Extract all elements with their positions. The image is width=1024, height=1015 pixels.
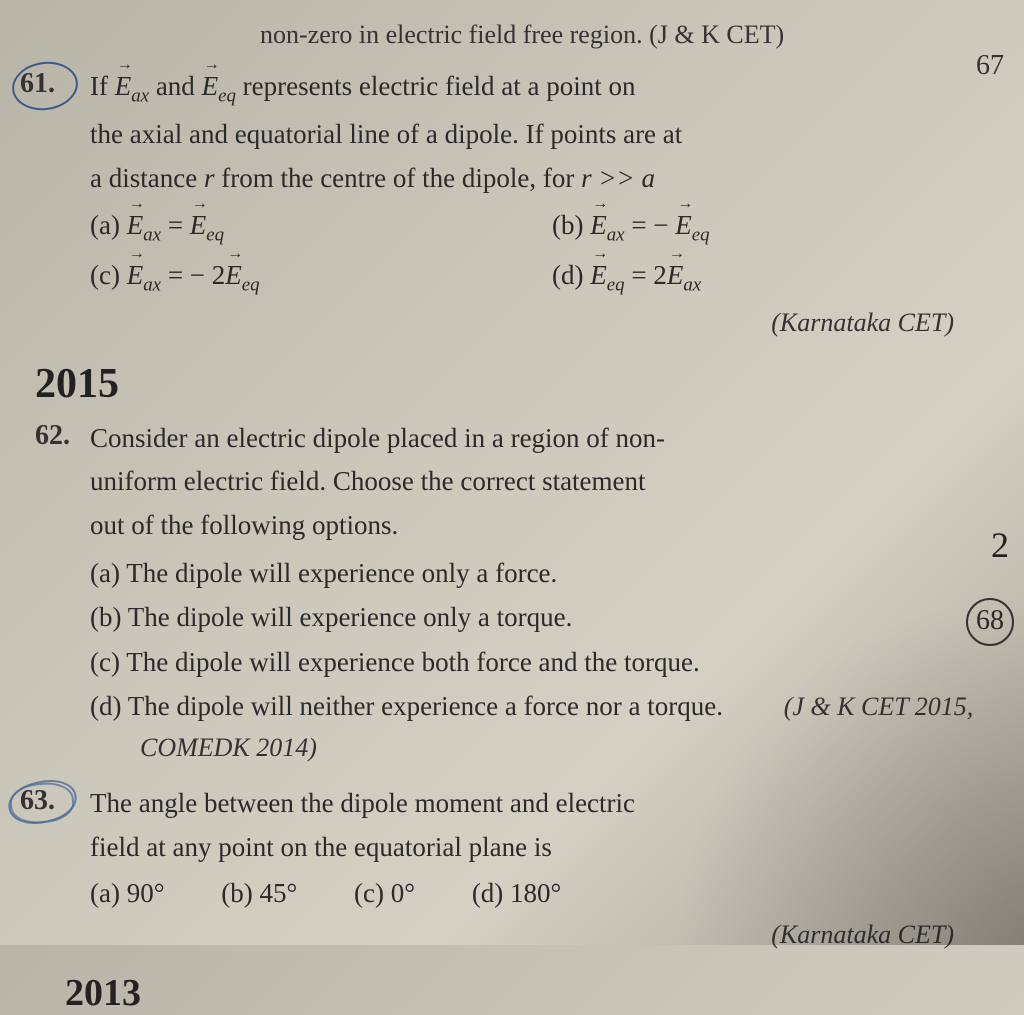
q63-line2: field at any point on the equatorial pla… (90, 829, 974, 867)
q63-option-a: (a) 90° (90, 875, 165, 913)
q63-line1: The angle between the dipole moment and … (90, 785, 974, 823)
q61-option-a: (a) Eax = Eeq (90, 207, 512, 249)
vector-E-ax: E (115, 68, 132, 106)
question-63: 63. The angle between the dipole moment … (90, 785, 974, 953)
question-62-body: Consider an electric dipole placed in a … (90, 420, 974, 768)
q62-option-d: (d) The dipole will neither experience a… (90, 686, 974, 767)
question-63-body: The angle between the dipole moment and … (90, 785, 974, 953)
margin-number-68: 68 (966, 598, 1014, 646)
question-number-61: 61. (20, 68, 55, 100)
margin-number-2: 2 (991, 520, 1009, 570)
q62-line2: uniform electric field. Choose the corre… (90, 463, 974, 501)
q61-source: (Karnataka CET) (90, 305, 974, 341)
partial-text-bottom: 2013 (65, 971, 974, 1015)
question-61-body: If Eax and Eeq represents electric field… (90, 68, 974, 342)
question-number-63: 63. (20, 785, 55, 817)
q61-line3: a distance r from the centre of the dipo… (90, 160, 974, 198)
partial-text-top: non-zero in electric field free region. … (260, 20, 974, 50)
page-content: non-zero in electric field free region. … (90, 20, 974, 1015)
question-number-62: 62. (35, 420, 70, 452)
q62-line1: Consider an electric dipole placed in a … (90, 420, 974, 458)
q62-option-c: (c) The dipole will experience both forc… (90, 642, 974, 683)
question-62: 62. Consider an electric dipole placed i… (90, 420, 974, 768)
q61-options: (a) Eax = Eeq (b) Eax = − Eeq (c) Eax = … (90, 207, 974, 299)
q61-option-d: (d) Eeq = 2Eax (552, 257, 974, 299)
q61-option-c: (c) Eax = − 2Eeq (90, 257, 512, 299)
q61-option-b: (b) Eax = − Eeq (552, 207, 974, 249)
q63-source: (Karnataka CET) (90, 917, 974, 953)
q63-option-b: (b) 45° (221, 875, 297, 913)
q63-option-d: (d) 180° (472, 875, 562, 913)
q61-line1: If Eax and Eeq represents electric field… (90, 68, 974, 110)
year-heading-2015: 2015 (35, 360, 974, 408)
q63-option-c: (c) 0° (354, 875, 415, 913)
q62-line3: out of the following options. (90, 507, 974, 545)
q62-options: (a) The dipole will experience only a fo… (90, 553, 974, 768)
margin-number-67: 67 (976, 50, 1004, 82)
q61-line2: the axial and equatorial line of a dipol… (90, 116, 974, 154)
question-61: 61. If Eax and Eeq represents electric f… (90, 68, 974, 342)
vector-E-eq: E (202, 68, 219, 106)
q62-option-a: (a) The dipole will experience only a fo… (90, 553, 974, 594)
q63-options: (a) 90° (b) 45° (c) 0° (d) 180° (90, 875, 974, 913)
q62-option-b: (b) The dipole will experience only a to… (90, 597, 974, 638)
